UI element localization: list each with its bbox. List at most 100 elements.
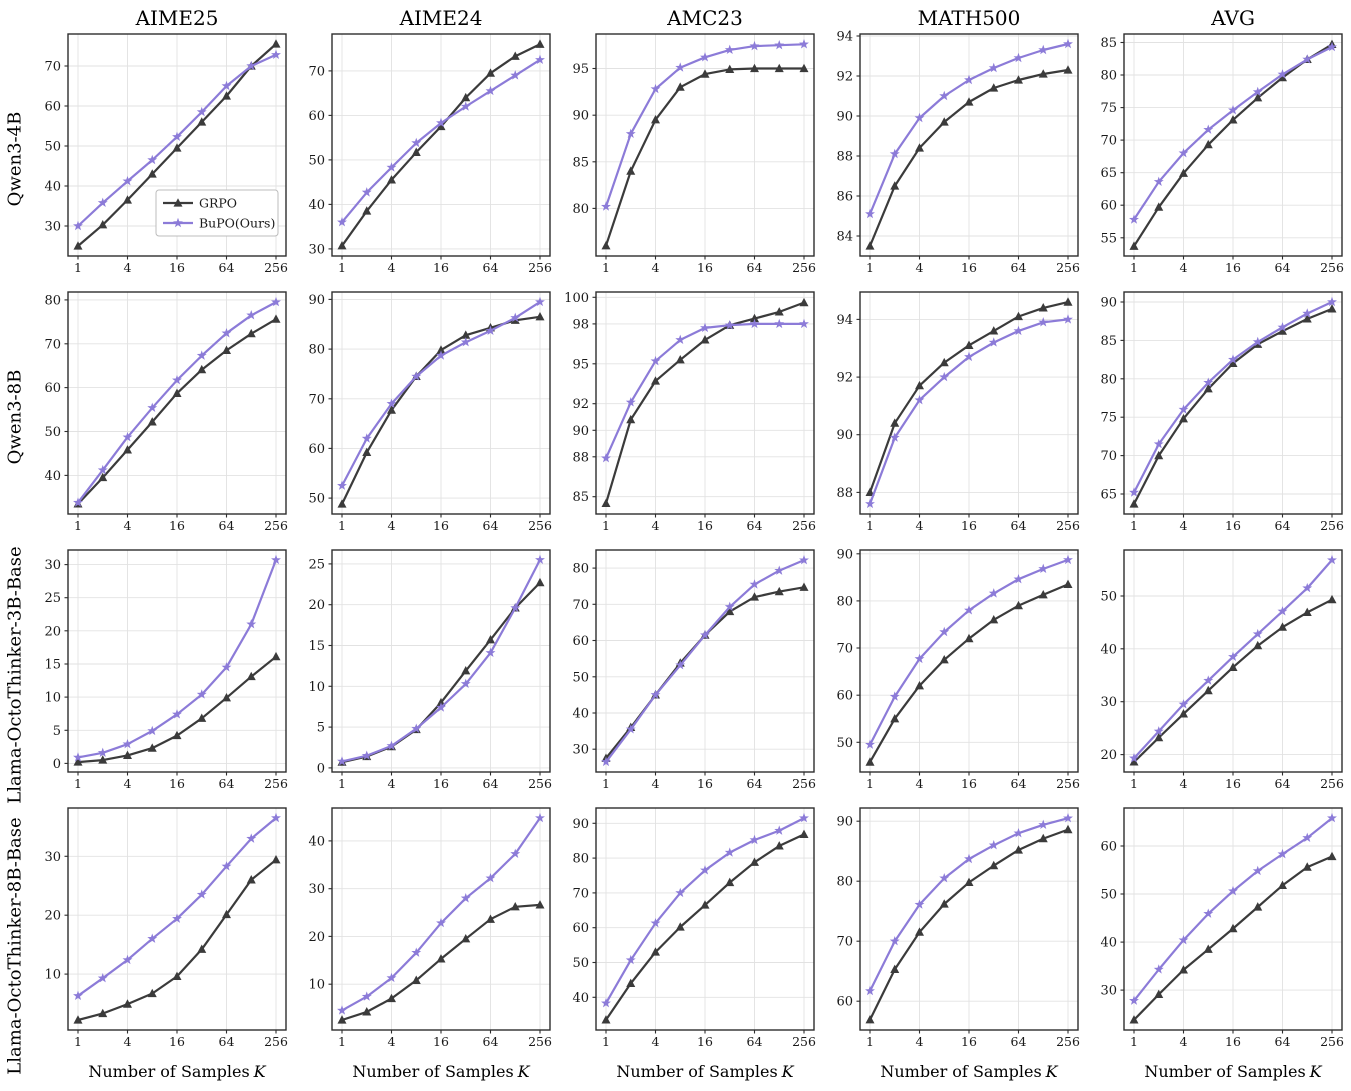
svg-text:90: 90 [836,547,853,562]
svg-text:16: 16 [433,518,449,533]
svg-text:64: 64 [219,1034,235,1049]
svg-text:4: 4 [1180,776,1188,791]
bupo-markers [73,554,281,762]
chart-cell: 1 4 16 64 256 30 40 50 60 70 [294,30,558,288]
chart-qwen3-8b-math500: 1 4 16 64 256 88 90 92 94 [836,291,1080,533]
svg-text:4: 4 [124,260,132,275]
svg-text:4: 4 [916,518,924,533]
bupo-markers [73,296,281,507]
chart-llama-octothinker-8b-base-avg: 1 4 16 64 256 30 40 50 60 [1100,807,1344,1049]
svg-text:256: 256 [264,776,288,791]
svg-text:80: 80 [836,875,853,890]
chart-cell: 1 4 16 64 256 50 60 70 80 90 [822,546,1086,804]
tick-marks [64,65,277,260]
y-tick-labels: 30 40 50 60 70 [308,64,325,257]
svg-text:64: 64 [747,518,763,533]
grpo-markers [865,824,1073,1024]
svg-text:1: 1 [74,776,82,791]
y-tick-labels: 84 86 88 90 92 94 [836,30,853,245]
x-tick-labels: 1 4 16 64 256 [338,1034,552,1049]
svg-text:30: 30 [44,220,61,235]
svg-text:50: 50 [572,956,589,971]
x-tick-labels: 1 4 16 64 256 [1130,776,1344,791]
svg-text:4: 4 [124,518,132,533]
svg-text:20: 20 [44,624,61,639]
y-tick-labels: 85 88 90 92 95 98 100 [564,291,589,505]
bupo-markers [1129,554,1337,763]
row-label-text: Llama-OctoThinker-3B-Base [4,546,26,804]
x-tick-labels: 1 4 16 64 256 [866,1034,1080,1049]
svg-text:1: 1 [602,518,610,533]
x-axis-label: Number of Samples K [558,1062,822,1088]
svg-text:90: 90 [836,815,853,830]
svg-text:80: 80 [44,293,61,308]
bupo-markers [601,39,809,211]
svg-text:88: 88 [572,450,589,465]
x-tick-labels: 1 4 16 64 256 [338,260,552,275]
grpo-markers [73,651,281,766]
y-tick-labels: 0 5 10 15 20 25 [308,557,325,776]
grpo-markers [601,829,809,1024]
svg-text:70: 70 [1100,449,1117,464]
grid-lines [332,34,550,256]
x-tick-labels: 1 4 16 64 256 [1130,518,1344,533]
tick-marks [328,298,541,518]
tick-marks [1120,41,1333,260]
svg-text:92: 92 [836,371,853,386]
svg-text:64: 64 [1275,776,1291,791]
svg-text:86: 86 [836,190,853,205]
svg-text:90: 90 [836,428,853,443]
y-tick-labels: 65 70 75 80 85 90 [1100,296,1117,503]
svg-text:256: 256 [1320,776,1344,791]
svg-text:60: 60 [836,689,853,704]
bupo-markers [73,812,281,1001]
bupo-markers [337,812,545,1015]
chart-qwen3-8b-aime24: 1 4 16 64 256 50 60 70 80 90 [308,291,552,533]
column-title-aime25: AIME25 [135,6,219,30]
chart-llama-octothinker-3b-base-amc23: 1 4 16 64 256 30 40 50 60 70 80 [572,549,816,791]
bupo-markers [601,554,809,767]
svg-text:40: 40 [572,991,589,1006]
svg-text:85: 85 [572,490,589,505]
row-label-text: Qwen3-4B [4,111,26,207]
svg-text:70: 70 [572,598,589,613]
x-axis-label: Number of Samples K [294,1062,558,1088]
svg-text:1: 1 [338,776,346,791]
svg-text:30: 30 [1100,695,1117,710]
bupo-markers [337,554,545,766]
svg-text:30: 30 [308,242,325,257]
svg-text:1: 1 [338,260,346,275]
svg-text:256: 256 [264,518,288,533]
svg-text:75: 75 [1100,101,1117,116]
chart-llama-octothinker-3b-base-avg: 1 4 16 64 256 20 30 40 50 [1100,549,1344,791]
chart-qwen3-4b-math500: 1 4 16 64 256 84 86 88 90 92 94 [836,30,1080,275]
tick-marks [856,318,1069,518]
svg-text:85: 85 [1100,334,1117,349]
svg-text:60: 60 [1100,199,1117,214]
y-tick-labels: 40 50 60 70 80 90 [572,817,589,1006]
chart-cell: 1 4 16 64 256 30 40 50 60 70 80 [558,546,822,804]
svg-text:64: 64 [483,260,499,275]
svg-text:1: 1 [1130,518,1138,533]
legend-star-icon [173,217,183,228]
svg-text:15: 15 [44,658,61,673]
grid-lines [860,34,1078,256]
x-axis-label-variable: K [517,1062,530,1081]
svg-text:80: 80 [572,562,589,577]
chart-qwen3-4b-avg: 1 4 16 64 256 55 60 65 70 75 80 85 [1100,33,1344,275]
y-tick-labels: 88 90 92 94 [836,313,853,501]
svg-text:16: 16 [169,518,185,533]
svg-text:70: 70 [44,60,61,75]
bupo-markers [865,314,1073,509]
chart-cell: 1 4 16 64 256 65 70 75 80 85 90 [1086,288,1350,546]
y-tick-labels: 55 60 65 70 75 80 85 [1100,36,1117,246]
chart-qwen3-8b-amc23: 1 4 16 64 256 85 88 90 92 95 98 100 [564,291,816,533]
chart-llama-octothinker-3b-base-aime25: 1 4 16 64 256 0 5 10 15 20 25 30 [44,549,288,791]
svg-text:60: 60 [308,442,325,457]
svg-text:64: 64 [747,260,763,275]
chart-cell: 1 4 16 64 256 40 50 60 70 80 [30,288,294,546]
svg-text:4: 4 [1180,518,1188,533]
chart-cell: 1 4 16 64 256 40 50 60 70 80 90 Number of Samples K [558,804,822,1088]
bupo-markers [337,54,545,227]
svg-text:70: 70 [836,935,853,950]
